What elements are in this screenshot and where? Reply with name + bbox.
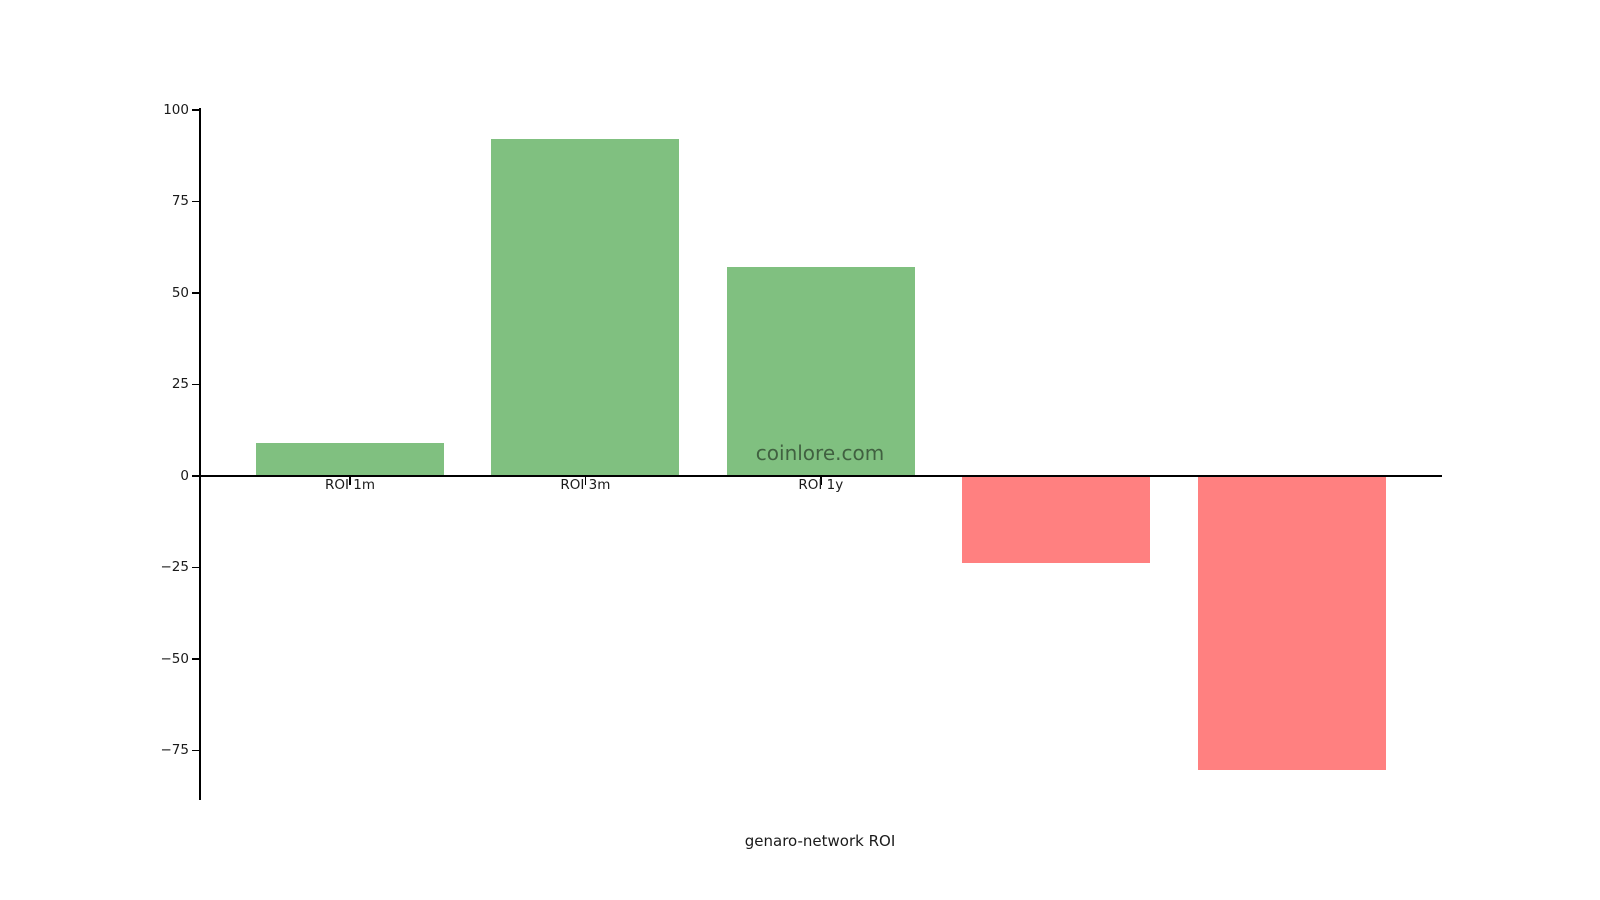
y-tick-label: −50 bbox=[160, 650, 190, 667]
x-tick-mark bbox=[584, 476, 587, 485]
x-tick-label: ROI 3m bbox=[560, 476, 611, 493]
x-axis-zero-line bbox=[199, 475, 1442, 477]
y-tick-label: 75 bbox=[171, 193, 189, 209]
y-axis-spine bbox=[199, 108, 201, 800]
y-tick-label: 0 bbox=[180, 467, 189, 484]
y-tick-label: 100 bbox=[163, 101, 189, 118]
bar-roi-3m bbox=[491, 139, 680, 476]
chart-title: genaro-network ROI bbox=[744, 832, 896, 850]
y-tick-label: −75 bbox=[160, 742, 190, 758]
y-tick-mark bbox=[192, 658, 199, 660]
y-tick-label: −25 bbox=[160, 559, 190, 575]
bar-5 bbox=[1197, 477, 1386, 770]
y-tick-mark bbox=[192, 109, 199, 111]
y-tick-mark bbox=[192, 475, 199, 477]
y-tick-mark bbox=[192, 566, 199, 569]
watermark-text: coinlore.com bbox=[755, 441, 885, 465]
y-tick-mark bbox=[192, 200, 199, 203]
x-tick-mark bbox=[820, 476, 822, 485]
y-tick-mark bbox=[192, 383, 199, 386]
bar-roi-1y bbox=[726, 267, 915, 476]
x-tick-label: ROI 1m bbox=[324, 476, 376, 493]
y-tick-mark bbox=[192, 292, 199, 294]
y-tick-label: 25 bbox=[171, 376, 189, 392]
bar-4 bbox=[962, 477, 1151, 563]
y-tick-label: 50 bbox=[171, 284, 189, 301]
x-tick-label: ROI 1y bbox=[798, 476, 844, 493]
y-tick-mark bbox=[192, 749, 199, 752]
x-tick-mark bbox=[349, 476, 351, 485]
bar-roi-1m bbox=[256, 443, 444, 476]
